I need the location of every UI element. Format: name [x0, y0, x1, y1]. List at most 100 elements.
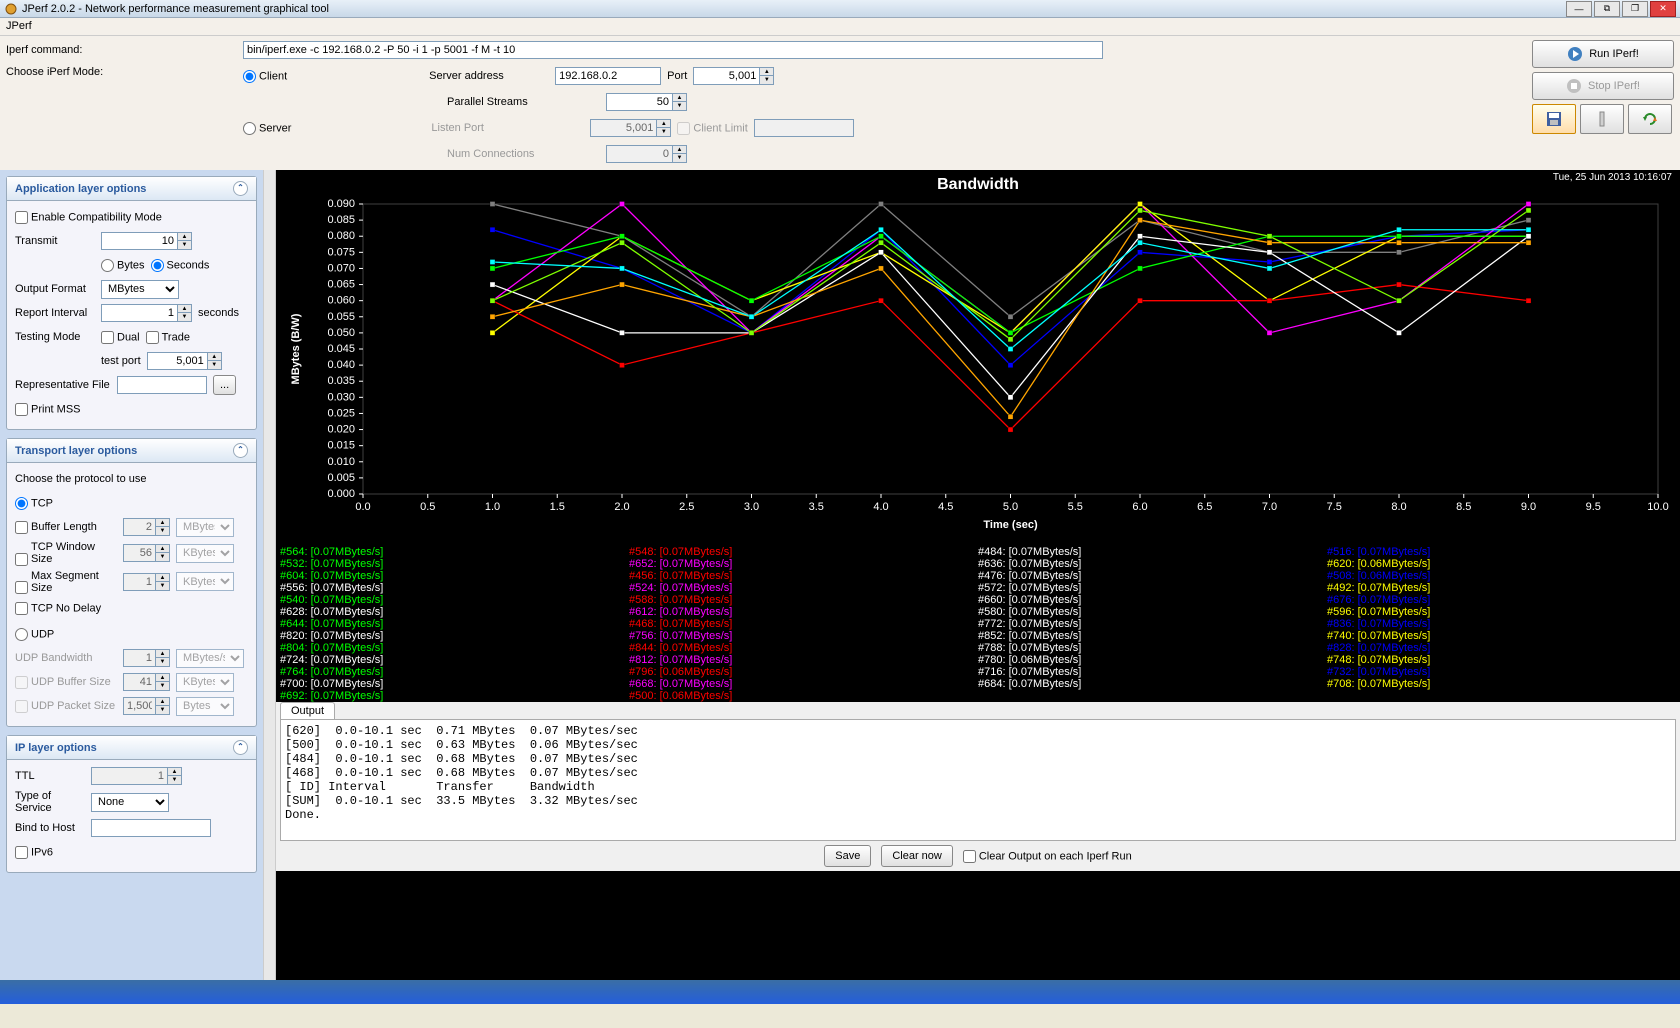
svg-text:0.070: 0.070: [327, 262, 355, 274]
iperf-command-input[interactable]: [243, 41, 1103, 59]
chart-timestamp: Tue, 25 Jun 2013 10:16:07: [1553, 172, 1672, 183]
transport-layer-panel: Transport layer options ⌃ Choose the prot…: [6, 438, 257, 727]
parallel-spinner[interactable]: ▲▼: [672, 93, 687, 111]
sidebar-scrollbar[interactable]: [263, 170, 276, 980]
tcp-window-input: [123, 544, 155, 562]
svg-text:4.0: 4.0: [873, 501, 888, 513]
udp-bandwidth-label: UDP Bandwidth: [15, 652, 117, 664]
test-port-label: test port: [101, 355, 141, 367]
seconds-radio[interactable]: Seconds: [151, 259, 210, 272]
bind-host-input[interactable]: [91, 819, 211, 837]
svg-text:5.5: 5.5: [1068, 501, 1083, 513]
port-input[interactable]: [693, 67, 759, 85]
trade-check[interactable]: Trade: [146, 331, 190, 344]
server-radio[interactable]: Server: [243, 122, 291, 135]
stop-icon: [1566, 78, 1582, 94]
udp-bandwidth-input: [123, 649, 155, 667]
choose-mode-label: Choose iPerf Mode:: [6, 66, 103, 78]
clear-output-button[interactable]: Clear now: [881, 845, 953, 867]
svg-text:0.040: 0.040: [327, 359, 355, 371]
dual-check[interactable]: Dual: [101, 331, 140, 344]
buffer-length-check[interactable]: Buffer Length: [15, 521, 117, 534]
client-limit-check: Client Limit: [677, 122, 747, 135]
tcp-nodelay-check[interactable]: TCP No Delay: [15, 602, 101, 615]
output-tab[interactable]: Output: [280, 702, 335, 719]
menu-jperf[interactable]: JPerf: [6, 20, 32, 32]
tool-icon-button[interactable]: [1580, 104, 1624, 134]
udp-buffer-check: UDP Buffer Size: [15, 676, 117, 689]
svg-text:0.045: 0.045: [327, 343, 355, 355]
minimize-button[interactable]: —: [1566, 1, 1592, 17]
udp-packet-input: [123, 697, 155, 715]
tcp-radio[interactable]: TCP: [15, 497, 53, 510]
close-button[interactable]: ✕: [1650, 1, 1676, 17]
svg-text:7.0: 7.0: [1262, 501, 1277, 513]
report-interval-input[interactable]: [101, 304, 177, 322]
bind-host-label: Bind to Host: [15, 822, 85, 834]
browse-button[interactable]: ...: [213, 375, 236, 395]
listen-port-spinner: ▲▼: [656, 119, 671, 137]
transport-layer-title: Transport layer options: [15, 445, 137, 457]
svg-text:0.010: 0.010: [327, 456, 355, 468]
client-radio[interactable]: Client: [243, 70, 287, 83]
max-segment-check[interactable]: Max Segment Size: [15, 570, 117, 595]
app-icon: [4, 2, 18, 16]
svg-text:6.0: 6.0: [1132, 501, 1147, 513]
udp-packet-unit: Bytes: [176, 697, 234, 716]
num-conn-spinner: ▲▼: [672, 145, 687, 163]
svg-text:0.020: 0.020: [327, 424, 355, 436]
parallel-streams-input[interactable]: [606, 93, 672, 111]
choose-protocol-label: Choose the protocol to use: [15, 473, 146, 485]
udp-radio[interactable]: UDP: [15, 628, 54, 641]
clear-each-check[interactable]: Clear Output on each Iperf Run: [963, 850, 1132, 863]
refresh-icon-button[interactable]: [1628, 104, 1672, 134]
save-output-button[interactable]: Save: [824, 845, 871, 867]
svg-text:0.055: 0.055: [327, 311, 355, 323]
output-format-label: Output Format: [15, 283, 95, 295]
tcp-window-unit: KBytes: [176, 544, 234, 563]
testing-mode-label: Testing Mode: [15, 331, 95, 343]
port-spinner[interactable]: ▲▼: [759, 67, 774, 85]
server-address-input[interactable]: [555, 67, 661, 85]
test-port-input[interactable]: [147, 352, 207, 370]
collapse-icon[interactable]: ⌃: [233, 181, 248, 196]
svg-text:8.0: 8.0: [1391, 501, 1406, 513]
run-icon: [1567, 46, 1583, 62]
output-textarea[interactable]: [620] 0.0-10.1 sec 0.71 MBytes 0.07 MByt…: [280, 719, 1676, 841]
svg-text:Time (sec): Time (sec): [983, 519, 1038, 531]
transmit-label: Transmit: [15, 235, 95, 247]
collapse-icon[interactable]: ⌃: [233, 740, 248, 755]
tos-label: Type of Service: [15, 790, 85, 814]
svg-text:0.015: 0.015: [327, 440, 355, 452]
maximize-button[interactable]: ❐: [1622, 1, 1648, 17]
svg-text:0.035: 0.035: [327, 375, 355, 387]
svg-text:7.5: 7.5: [1327, 501, 1342, 513]
bandwidth-chart: 0.0000.0050.0100.0150.0200.0250.0300.035…: [276, 194, 1680, 534]
buffer-length-input: [123, 518, 155, 536]
tcp-window-check[interactable]: TCP Window Size: [15, 541, 117, 566]
run-iperf-button[interactable]: Run IPerf!: [1532, 40, 1674, 68]
main-area: Application layer options⌃ Enable Compat…: [0, 170, 1680, 980]
client-limit-input: [754, 119, 854, 137]
transmit-input[interactable]: [101, 232, 177, 250]
ipv6-check[interactable]: IPv6: [15, 846, 53, 859]
ip-layer-title: IP layer options: [15, 742, 97, 754]
listen-port-label: Listen Port: [431, 122, 551, 134]
rep-file-input[interactable]: [117, 376, 207, 394]
extra-button[interactable]: ⧉: [1594, 1, 1620, 17]
iperf-command-label: Iperf command:: [6, 44, 82, 56]
compat-mode-check[interactable]: Enable Compatibility Mode: [15, 211, 162, 224]
svg-text:9.0: 9.0: [1521, 501, 1536, 513]
svg-text:4.5: 4.5: [938, 501, 953, 513]
tos-select[interactable]: None: [91, 793, 169, 812]
seconds-suffix: seconds: [198, 307, 239, 319]
bytes-radio[interactable]: Bytes: [101, 259, 145, 272]
print-mss-check[interactable]: Print MSS: [15, 403, 81, 416]
window-title: JPerf 2.0.2 - Network performance measur…: [22, 3, 1566, 15]
collapse-icon[interactable]: ⌃: [233, 443, 248, 458]
svg-text:8.5: 8.5: [1456, 501, 1471, 513]
output-format-select[interactable]: MBytes: [101, 280, 179, 299]
save-icon-button[interactable]: [1532, 104, 1576, 134]
svg-text:5.0: 5.0: [1003, 501, 1018, 513]
svg-text:0.060: 0.060: [327, 295, 355, 307]
